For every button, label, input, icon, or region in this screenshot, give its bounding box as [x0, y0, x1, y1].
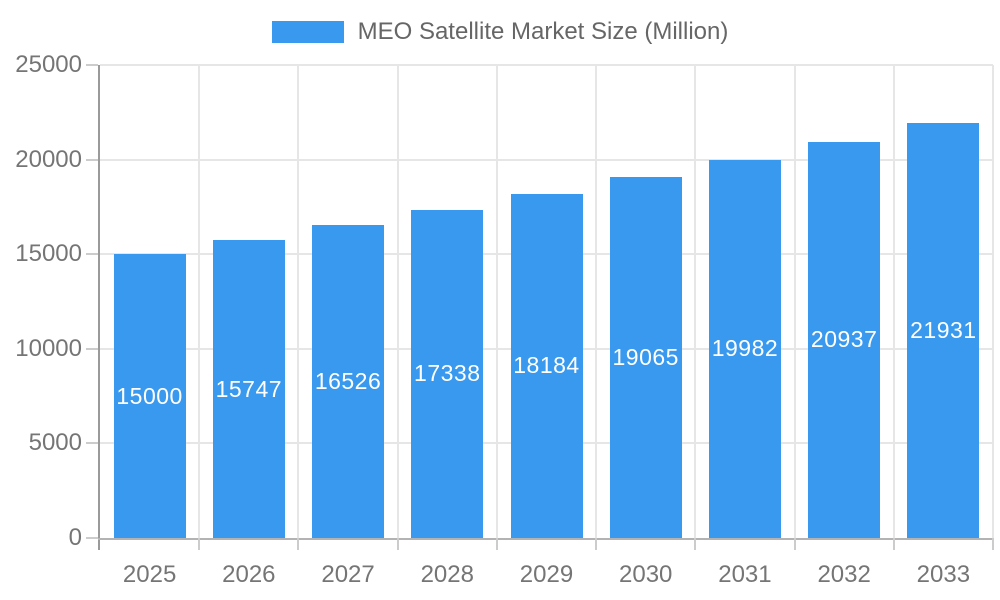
y-tick-mark — [86, 537, 98, 539]
bar-value-label: 17338 — [414, 360, 481, 387]
bar: 15000 — [113, 254, 186, 538]
bar: 19065 — [609, 177, 682, 538]
legend-label: MEO Satellite Market Size (Million) — [357, 18, 729, 45]
bar-value-label: 21931 — [910, 317, 977, 344]
y-tick-label: 10000 — [15, 334, 82, 362]
y-tick-mark — [86, 64, 98, 66]
x-tick-mark — [495, 538, 498, 550]
x-tick-mark — [198, 538, 201, 550]
v-gridline — [396, 65, 399, 538]
y-tick-mark — [86, 442, 98, 445]
x-tick-label: 2032 — [817, 561, 871, 588]
x-tick-label: 2030 — [619, 561, 673, 588]
y-tick-label: 5000 — [28, 429, 82, 457]
y-tick-label: 20000 — [15, 145, 82, 173]
h-gridline — [100, 158, 993, 161]
bar: 20937 — [808, 141, 881, 538]
bar: 16526 — [312, 225, 385, 538]
v-gridline — [198, 65, 201, 538]
bar-value-label: 15000 — [116, 382, 183, 409]
v-gridline — [297, 65, 300, 538]
x-tick-label: 2028 — [420, 561, 474, 588]
bar: 18184 — [510, 193, 583, 538]
x-tick-label: 2031 — [718, 561, 772, 588]
v-gridline — [892, 65, 895, 538]
x-tick-label: 2029 — [519, 561, 574, 588]
y-tick-label: 0 — [68, 524, 82, 551]
bar: 17338 — [411, 209, 484, 538]
legend-swatch — [271, 21, 344, 43]
bar-value-label: 18184 — [513, 352, 580, 379]
bar: 15747 — [212, 240, 285, 538]
y-tick-label: 25000 — [15, 51, 82, 78]
y-axis-line — [98, 65, 100, 550]
v-gridline — [992, 65, 994, 538]
y-tick-mark — [86, 347, 98, 350]
v-gridline — [694, 65, 697, 538]
x-tick-mark — [892, 538, 895, 550]
bar-value-label: 19065 — [612, 344, 679, 371]
x-tick-label: 2027 — [321, 561, 375, 588]
x-axis-line — [98, 538, 993, 540]
x-tick-mark — [793, 538, 796, 550]
v-gridline — [595, 65, 598, 538]
x-tick-label: 2025 — [122, 561, 177, 588]
v-gridline — [793, 65, 796, 538]
x-tick-mark — [297, 538, 300, 550]
x-tick-mark — [595, 538, 598, 550]
x-tick-label: 2026 — [222, 561, 276, 588]
plot-area: 15000 15747 16526 17338 18184 19065 19982 20937… — [100, 64, 994, 538]
v-gridline — [495, 65, 498, 538]
bar-value-label: 16526 — [314, 368, 382, 395]
x-tick-mark — [396, 538, 399, 550]
x-tick-mark — [694, 538, 697, 550]
bar-value-label: 20937 — [810, 326, 878, 353]
bar-value-label: 15747 — [215, 375, 283, 402]
h-gridline — [100, 64, 993, 66]
bar-value-label: 19982 — [711, 335, 779, 362]
chart-legend[interactable]: MEO Satellite Market Size (Million) — [0, 18, 1000, 46]
bar: 21931 — [907, 123, 980, 538]
y-tick-mark — [86, 253, 98, 256]
x-tick-mark — [992, 538, 994, 550]
y-tick-label: 15000 — [15, 240, 82, 268]
bar: 19982 — [708, 159, 781, 538]
y-tick-mark — [86, 158, 98, 161]
x-tick-label: 2033 — [916, 561, 971, 588]
